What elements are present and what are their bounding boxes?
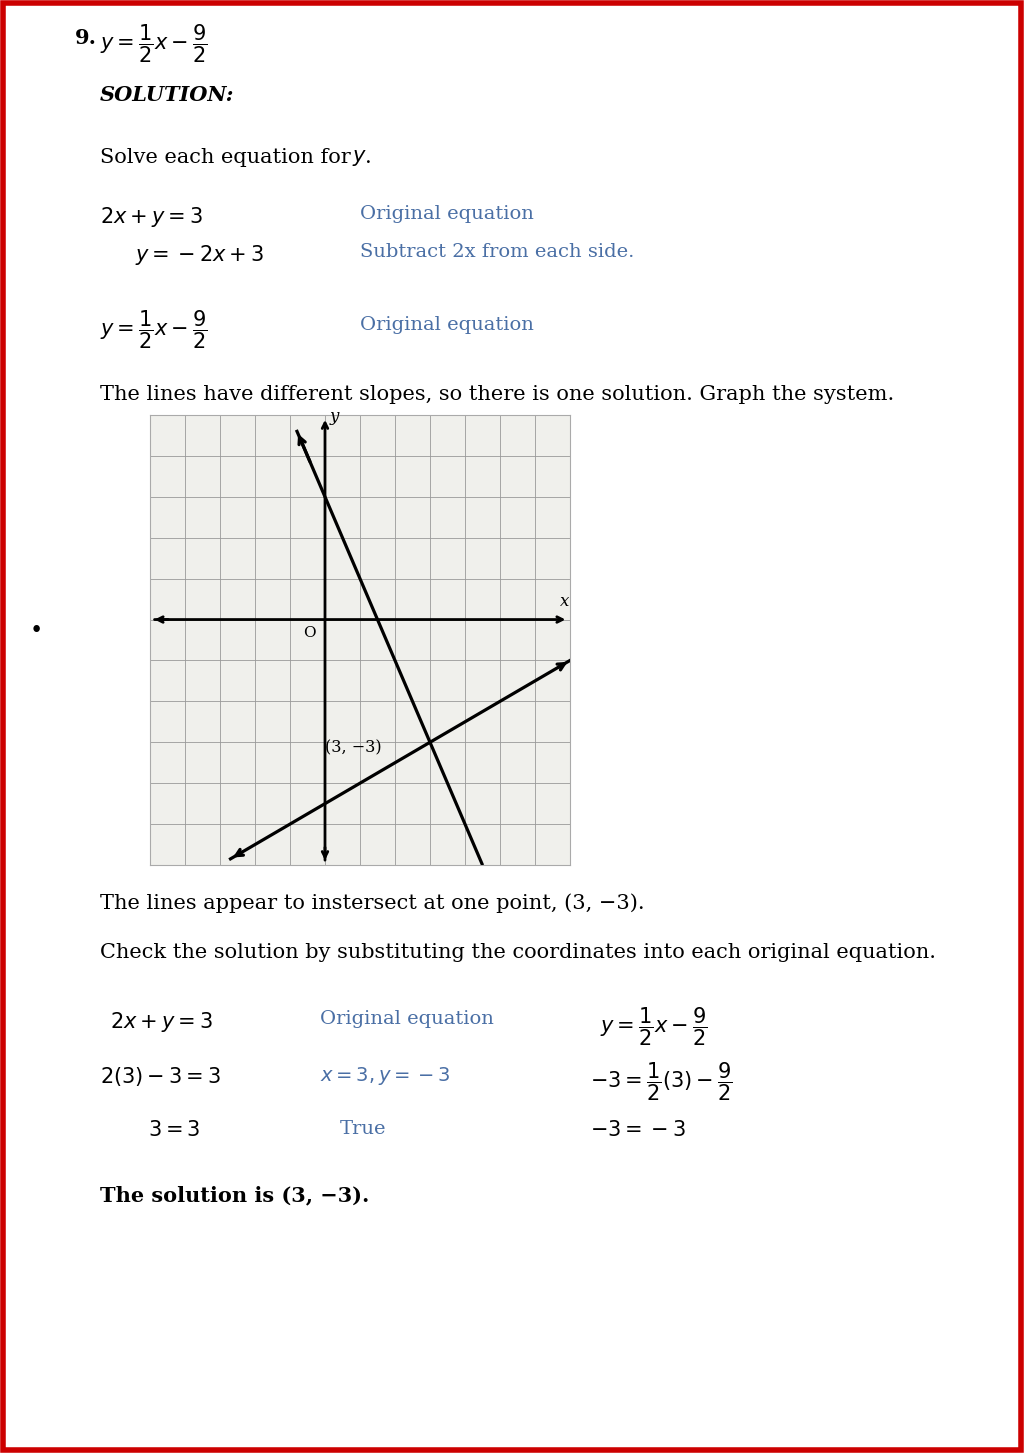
Text: (3, −3): (3, −3) bbox=[325, 740, 382, 757]
Text: $y = -2x + 3$: $y = -2x + 3$ bbox=[135, 243, 264, 267]
Text: $2(3) - 3 = 3$: $2(3) - 3 = 3$ bbox=[100, 1065, 221, 1088]
Text: $y$: $y$ bbox=[352, 148, 368, 169]
Text: .: . bbox=[365, 148, 372, 167]
Text: 9.: 9. bbox=[75, 28, 97, 48]
Text: $3 = 3$: $3 = 3$ bbox=[148, 1120, 201, 1141]
Text: Original equation: Original equation bbox=[319, 1010, 494, 1029]
Text: x: x bbox=[560, 593, 569, 610]
Text: $y = \dfrac{1}{2}x - \dfrac{9}{2}$: $y = \dfrac{1}{2}x - \dfrac{9}{2}$ bbox=[600, 1005, 708, 1048]
Text: $-3 = -3$: $-3 = -3$ bbox=[590, 1120, 686, 1141]
Text: $y = \dfrac{1}{2}x - \dfrac{9}{2}$: $y = \dfrac{1}{2}x - \dfrac{9}{2}$ bbox=[100, 22, 208, 64]
Text: Original equation: Original equation bbox=[360, 205, 534, 222]
Text: The lines appear to instersect at one point, (3, −3).: The lines appear to instersect at one po… bbox=[100, 894, 645, 912]
Text: Check the solution by substituting the coordinates into each original equation.: Check the solution by substituting the c… bbox=[100, 943, 936, 962]
Text: $-3 = \dfrac{1}{2}(3) - \dfrac{9}{2}$: $-3 = \dfrac{1}{2}(3) - \dfrac{9}{2}$ bbox=[590, 1061, 733, 1103]
Text: True: True bbox=[340, 1120, 386, 1138]
Text: Original equation: Original equation bbox=[360, 315, 534, 334]
Text: •: • bbox=[30, 620, 43, 642]
Text: $2x + y = 3$: $2x + y = 3$ bbox=[100, 205, 203, 230]
Text: Subtract 2x from each side.: Subtract 2x from each side. bbox=[360, 243, 635, 262]
Text: The solution is (3, −3).: The solution is (3, −3). bbox=[100, 1186, 370, 1205]
Text: Solve each equation for: Solve each equation for bbox=[100, 148, 357, 167]
Text: O: O bbox=[303, 626, 315, 639]
Text: SOLUTION:: SOLUTION: bbox=[100, 84, 234, 105]
Text: $x = 3, y = -3$: $x = 3, y = -3$ bbox=[319, 1065, 451, 1087]
Text: $2x + y = 3$: $2x + y = 3$ bbox=[110, 1010, 213, 1035]
Text: $y = \dfrac{1}{2}x - \dfrac{9}{2}$: $y = \dfrac{1}{2}x - \dfrac{9}{2}$ bbox=[100, 308, 208, 350]
Text: The lines have different slopes, so there is one solution. Graph the system.: The lines have different slopes, so ther… bbox=[100, 385, 894, 404]
Text: y: y bbox=[330, 408, 340, 426]
